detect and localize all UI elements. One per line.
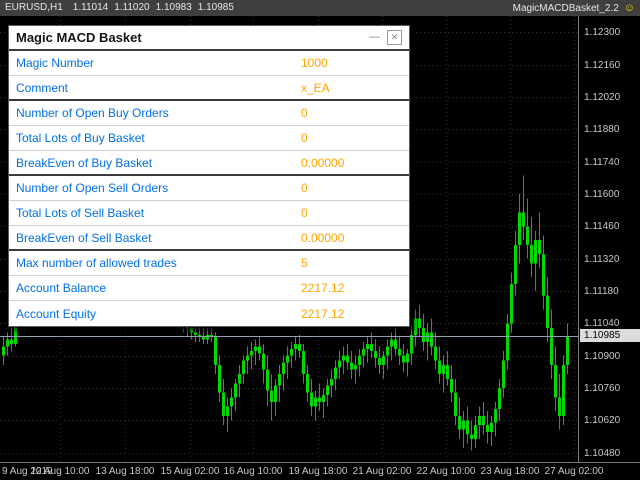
symbol-quote: EURUSD,H1 1.11014 1.11020 1.10983 1.10985 <box>5 0 240 16</box>
panel-row-value: 0.00000 <box>301 230 345 245</box>
panel-close-button[interactable]: ✕ <box>387 30 402 45</box>
chart-info-bar: EURUSD,H1 1.11014 1.11020 1.10983 1.10985 Ma… <box>0 0 640 16</box>
panel-row-value: 5 <box>301 256 308 270</box>
panel-row-label: BreakEven of Buy Basket <box>16 155 153 170</box>
panel-row-label: Magic Number <box>16 56 95 70</box>
panel-row: Number of Open Buy Orders 0 <box>9 101 409 126</box>
time-axis-label: 21 Aug 02:00 <box>352 466 412 477</box>
panel-row-label: Account Balance <box>16 281 107 295</box>
panel-row-label: Comment <box>16 80 69 95</box>
price-axis-label: 1.11740 <box>584 156 620 168</box>
price-axis-label: 1.11320 <box>584 253 620 265</box>
panel-rows: Magic Number 1000 Comment x_EA Number of Ope… <box>9 51 409 326</box>
panel-row: Magic Number 1000 <box>9 51 409 76</box>
panel-row-value: 0 <box>301 206 308 220</box>
time-axis-label: 13 Aug 18:00 <box>95 466 155 477</box>
panel-row-label: Number of Open Buy Orders <box>16 106 169 120</box>
price-axis-label: 1.11180 <box>584 285 619 297</box>
panel-row-label: Total Lots of Sell Basket <box>16 206 145 220</box>
time-axis-label: 16 Aug 10:00 <box>223 466 283 477</box>
current-price-tag: 1.10985 <box>580 329 640 343</box>
panel-row-value: 0 <box>301 131 308 145</box>
price-axis-label: 1.11040 <box>584 318 620 330</box>
panel-row-label: Number of Open Sell Orders <box>16 181 169 195</box>
panel-row: Comment x_EA <box>9 76 409 101</box>
time-axis-label: 15 Aug 02:00 <box>160 466 220 477</box>
price-axis-label: 1.12160 <box>584 59 621 71</box>
time-axis-label: 12 Aug 10:00 <box>30 466 90 477</box>
price-axis[interactable]: 1.10985 1.12300 1.12160 1.12020 1.11880 1.11… <box>578 16 640 462</box>
price-axis-label: 1.10760 <box>584 383 621 395</box>
price-axis-label: 1.11460 <box>584 221 620 233</box>
panel-row-value: 1000 <box>301 56 328 70</box>
panel-row: BreakEven of Buy Basket 0.00000 <box>9 151 409 176</box>
quote-low: 1.10983 <box>155 2 192 13</box>
panel-row-label: Max number of allowed trades <box>16 256 177 270</box>
panel-row-value: x_EA <box>301 80 330 95</box>
price-axis-label: 1.10900 <box>584 350 621 362</box>
panel-row: Number of Open Sell Orders 0 <box>9 176 409 201</box>
quote-close: 1.10985 <box>197 2 234 13</box>
panel-title-bar[interactable]: Magic MACD Basket — ✕ <box>9 26 409 51</box>
price-axis-label: 1.11880 <box>584 124 620 136</box>
time-axis-label: 19 Aug 18:00 <box>288 466 348 477</box>
panel-row: Account Balance 2217.12 <box>9 276 409 301</box>
time-axis-label: 22 Aug 10:00 <box>416 466 476 477</box>
ea-name: MagicMACDBasket_2.2 <box>512 3 619 14</box>
price-axis-label: 1.12020 <box>584 91 621 103</box>
panel-row-label: BreakEven of Sell Basket <box>16 230 152 245</box>
symbol-period: EURUSD,H1 <box>5 2 63 13</box>
time-axis-label: 23 Aug 18:00 <box>480 466 540 477</box>
ea-name-label: MagicMACDBasket_2.2 ☺ <box>513 0 635 16</box>
ea-smiley-icon: ☺ <box>623 2 635 14</box>
time-axis[interactable]: 9 Aug 2019 12 Aug 10:00 13 Aug 18:00 15 Aug… <box>0 462 640 480</box>
price-axis-label: 1.10620 <box>584 415 621 427</box>
panel-row-value: 2217.12 <box>301 306 345 321</box>
panel-row-value: 0.00000 <box>301 155 345 170</box>
panel-row-value: 2217.12 <box>301 281 345 295</box>
ea-panel: Magic MACD Basket — ✕ Magic Number 1000 Co… <box>8 25 410 327</box>
panel-row: Account Equity 2217.12 <box>9 301 409 326</box>
panel-row-value: 0 <box>301 106 308 120</box>
panel-row: BreakEven of Sell Basket 0.00000 <box>9 226 409 251</box>
panel-row: Max number of allowed trades 5 <box>9 251 409 276</box>
price-axis-label: 1.11600 <box>584 188 620 200</box>
panel-row: Total Lots of Sell Basket 0 <box>9 201 409 226</box>
quote-high: 1.11020 <box>114 2 150 13</box>
panel-row-label: Account Equity <box>16 306 97 321</box>
time-axis-label: 9 Aug 2019 <box>2 466 53 477</box>
panel-minimize-button[interactable]: — <box>369 31 380 43</box>
quote-open: 1.11014 <box>72 2 109 13</box>
price-axis-label: 1.10480 <box>584 447 621 459</box>
panel-row: Total Lots of Buy Basket 0 <box>9 126 409 151</box>
panel-row-value: 0 <box>301 181 308 195</box>
price-axis-label: 1.12300 <box>584 27 621 39</box>
time-axis-label: 27 Aug 02:00 <box>544 466 604 477</box>
panel-title: Magic MACD Basket <box>16 30 142 45</box>
panel-row-label: Total Lots of Buy Basket <box>16 131 145 145</box>
